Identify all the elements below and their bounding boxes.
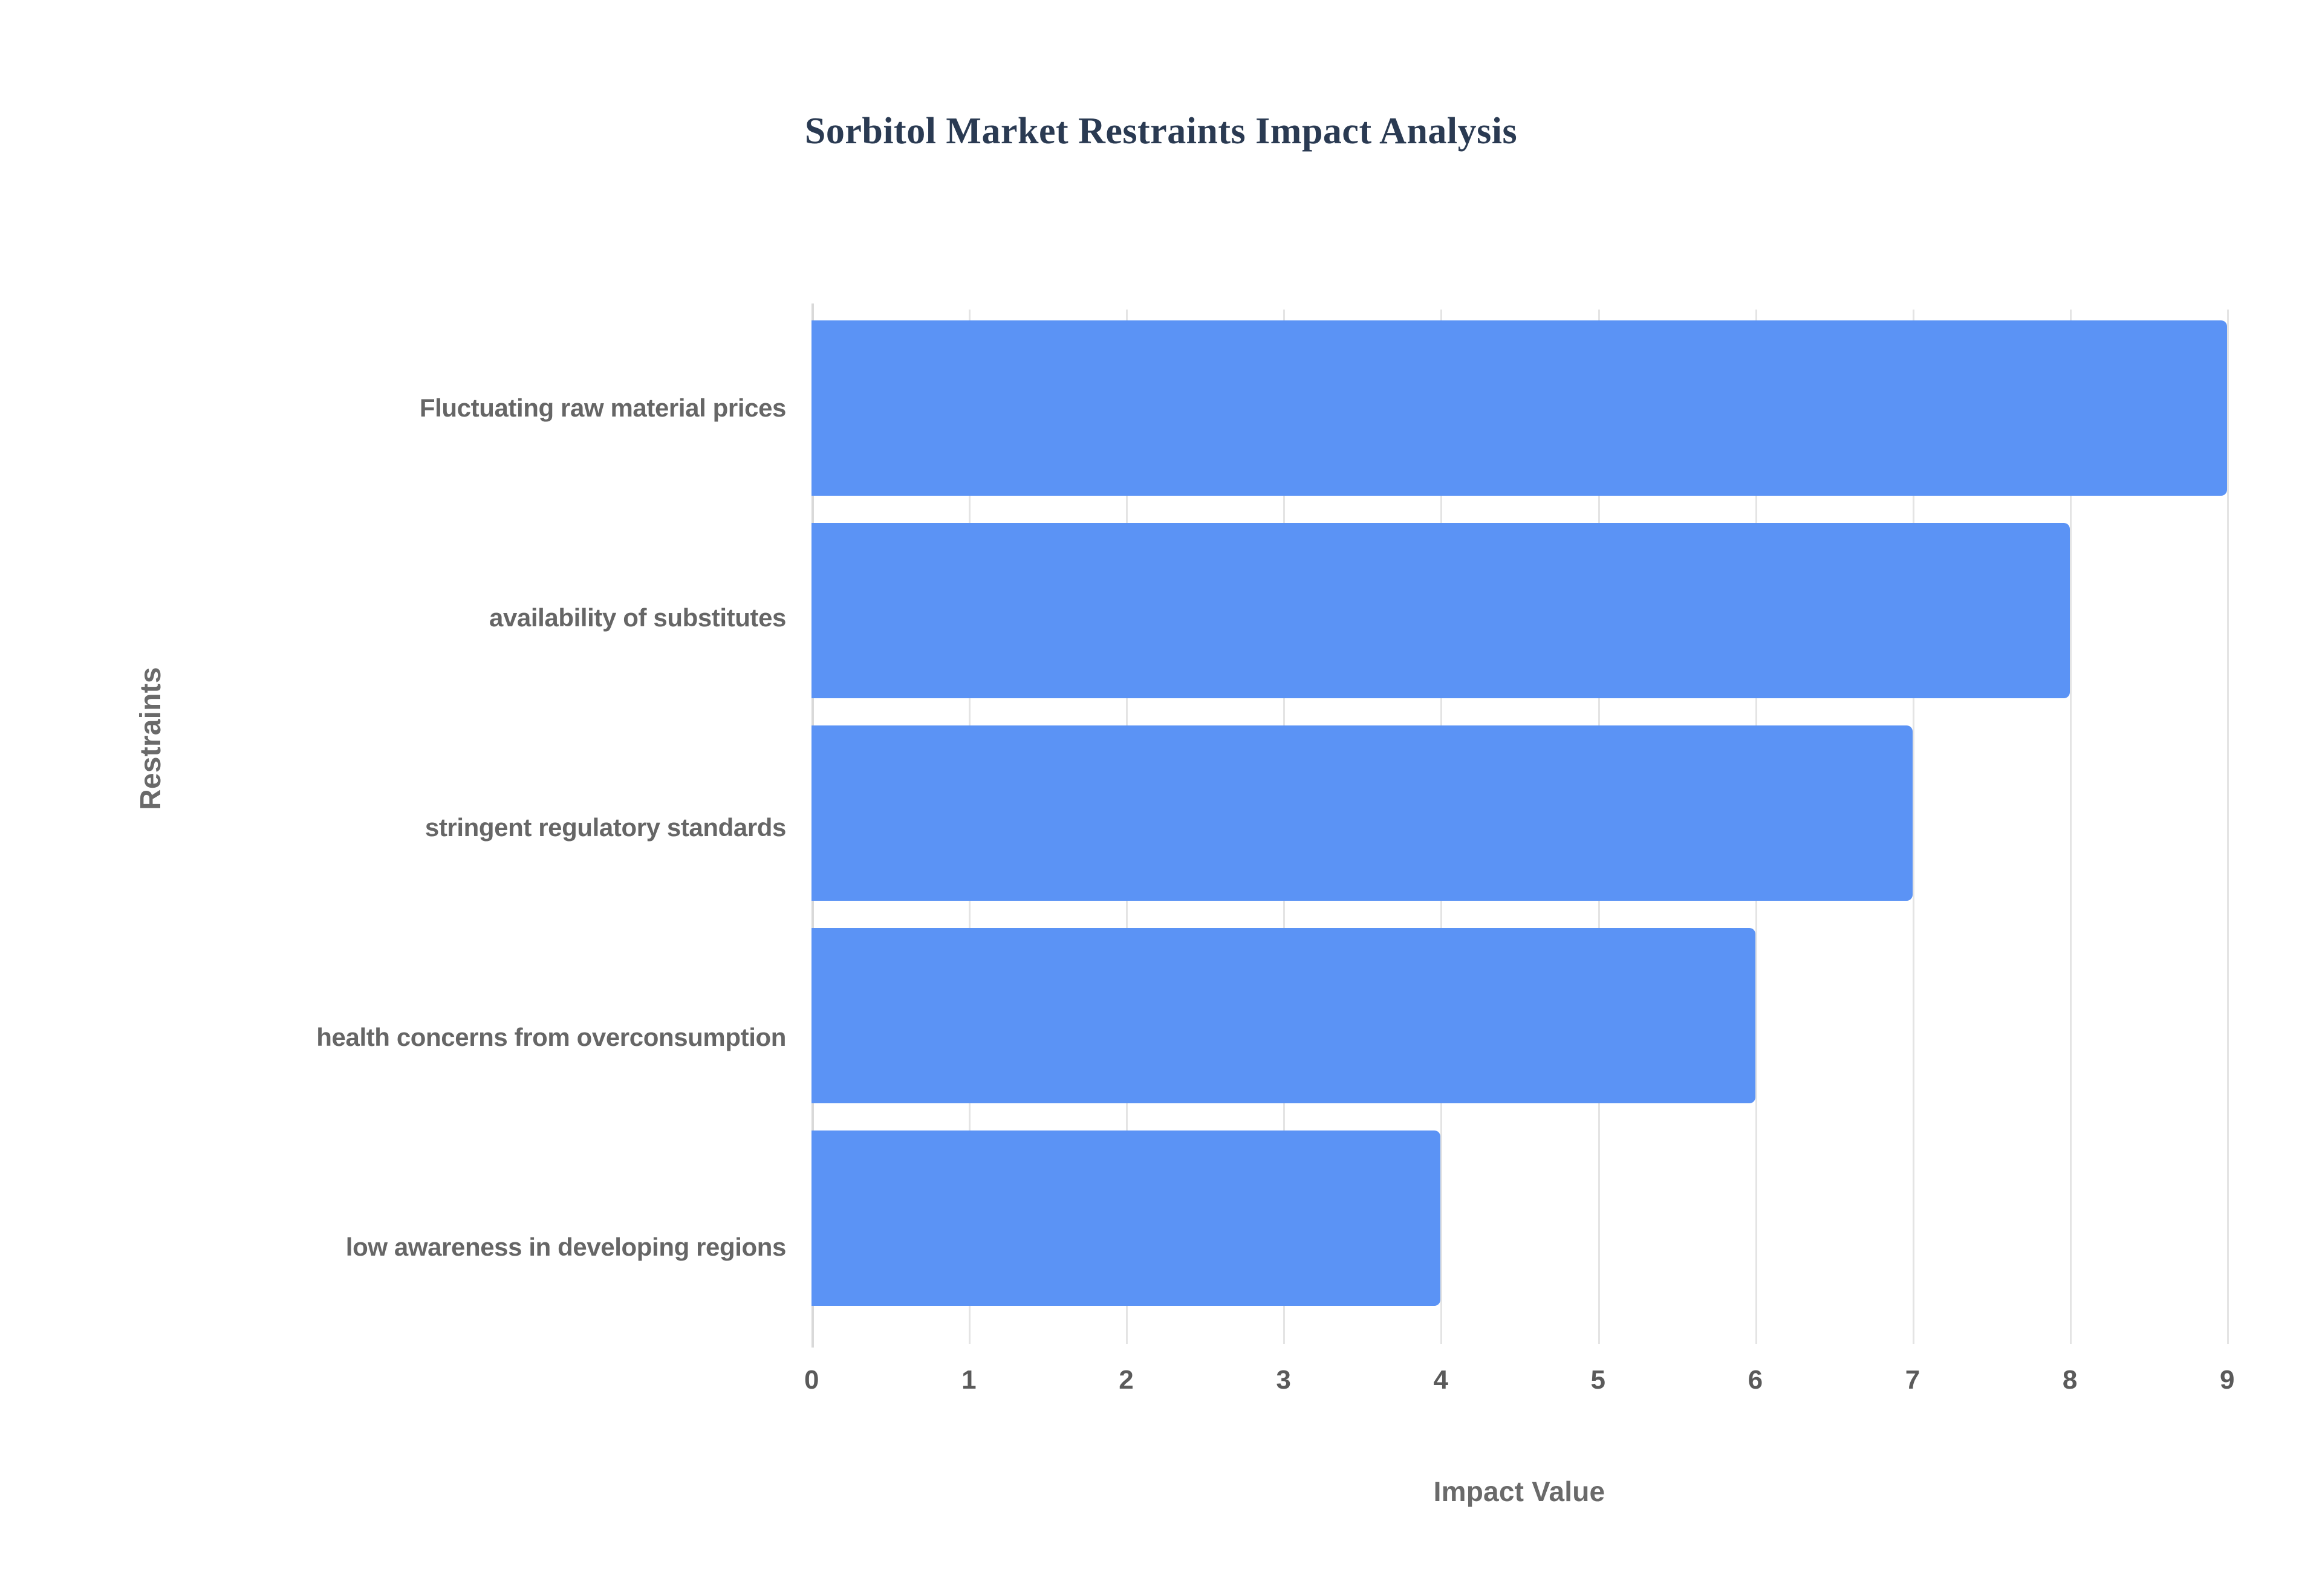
gridline-8 (2069, 310, 2072, 1344)
bar-row (811, 725, 2227, 901)
y-tick-label-0: Fluctuating raw material prices (254, 320, 787, 496)
y-axis-title: Restraints (135, 667, 167, 810)
x-axis-title: Impact Value (1433, 1476, 1605, 1507)
y-tick-label-text: health concerns from overconsumption (316, 1022, 786, 1051)
bar-row (811, 928, 2227, 1103)
y-tick-label-4: low awareness in developing regions (254, 1160, 787, 1335)
bar-3[interactable] (811, 928, 1755, 1103)
x-tick-label-2: 2 (1119, 1365, 1134, 1395)
x-tick-label-3: 3 (1276, 1365, 1291, 1395)
bar-1[interactable] (811, 523, 2070, 698)
x-tick-label-6: 6 (1748, 1365, 1763, 1395)
bar-row (811, 523, 2227, 698)
y-tick-label-text: low awareness in developing regions (345, 1232, 787, 1261)
y-tick-label-1: availability of substitutes (254, 530, 786, 706)
plot-area (811, 303, 2229, 1348)
x-tick-label-8: 8 (2062, 1365, 2077, 1395)
y-tick-label-text: availability of substitutes (489, 603, 786, 632)
gridline-9 (2227, 310, 2229, 1344)
bar-row (811, 1130, 2227, 1306)
bar-0[interactable] (811, 320, 2227, 496)
x-tick-label-7: 7 (1905, 1365, 1920, 1395)
y-tick-label-3: health concerns from overconsumption (254, 950, 786, 1125)
y-tick-label-text: Fluctuating raw material prices (419, 393, 787, 422)
y-tick-label-2: stringent regulatory standards (254, 740, 787, 915)
bar-2[interactable] (811, 725, 1913, 901)
page-title: Sorbitol Market Restraints Impact Analys… (804, 111, 1518, 152)
bar-4[interactable] (811, 1130, 1441, 1306)
x-tick-label-5: 5 (1590, 1365, 1605, 1395)
x-tick-label-4: 4 (1433, 1365, 1448, 1395)
y-tick-label-text: stringent regulatory standards (424, 813, 787, 842)
x-tick-label-1: 1 (961, 1365, 977, 1395)
x-tick-label-0: 0 (804, 1365, 819, 1395)
x-tick-label-9: 9 (2220, 1365, 2234, 1395)
bar-row (811, 320, 2227, 496)
gridline-7 (1912, 310, 1914, 1344)
